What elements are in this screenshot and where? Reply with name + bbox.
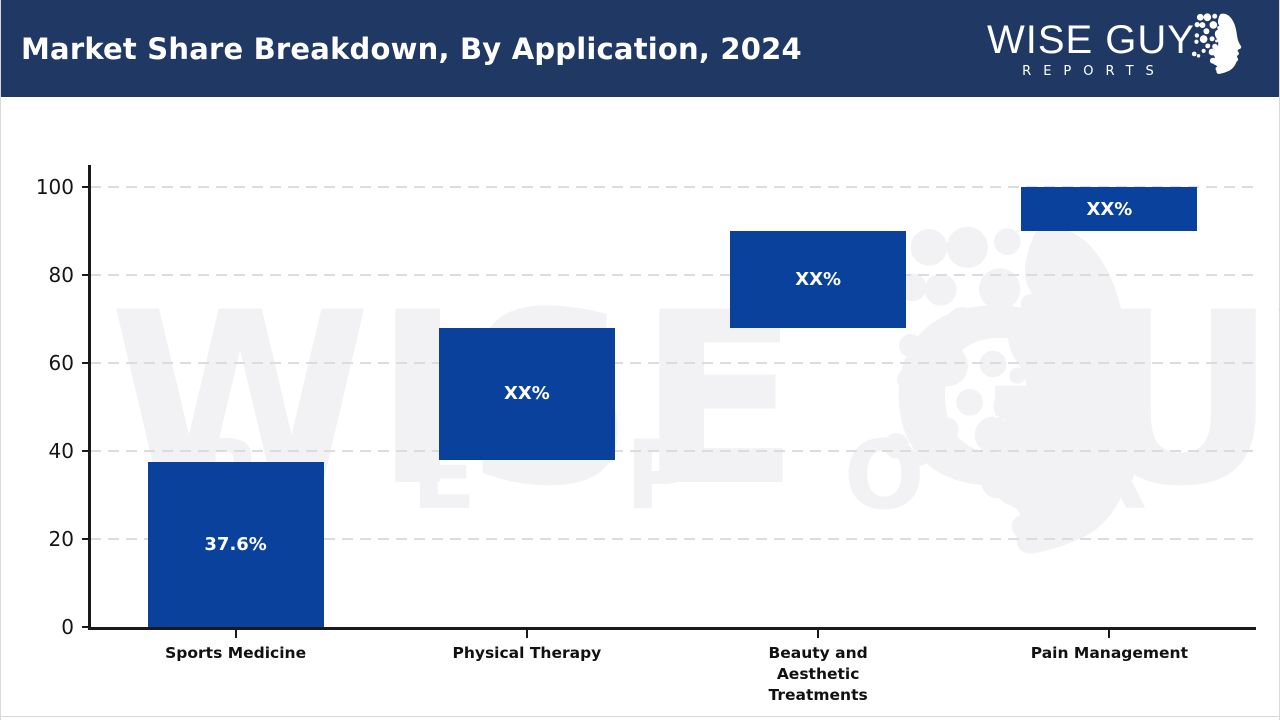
wiseguy-logo: WISE GUY REPORTS — [987, 9, 1265, 89]
x-tick-2 — [817, 630, 820, 638]
category-label: Sports Medicine — [165, 644, 307, 662]
logo-brand-text: WISE GUY — [986, 17, 1195, 62]
y-tick-0 — [82, 626, 90, 628]
y-axis-line — [88, 165, 91, 630]
y-tick-20 — [82, 538, 90, 540]
logo-sub-text: REPORTS — [1022, 63, 1166, 79]
page-bottom-border — [1, 716, 1279, 717]
plot-area: 0 20 40 60 80 100 37.6% Sports Medicine XX% Physi… — [1, 97, 1279, 716]
gridline-100 — [90, 186, 1255, 188]
y-tick-label-40: 40 — [48, 439, 74, 463]
gridline-80 — [90, 274, 1255, 276]
gridline-60 — [90, 362, 1255, 364]
bar-value-label: XX% — [1086, 198, 1133, 220]
bar-value-label: XX% — [503, 383, 550, 405]
x-tick-1 — [525, 630, 528, 638]
category-label: Physical Therapy — [452, 644, 602, 662]
page-title: Market Share Breakdown, By Application, … — [21, 31, 802, 66]
gridline-40 — [90, 450, 1255, 452]
y-tick-label-100: 100 — [35, 175, 74, 199]
bar-sports-medicine: 37.6% — [147, 461, 324, 627]
y-tick-100 — [82, 186, 90, 188]
bar-value-label: 37.6% — [204, 533, 267, 555]
x-tick-3 — [1108, 630, 1111, 638]
y-tick-80 — [82, 274, 90, 276]
logo-dotted-head-icon — [1191, 12, 1242, 74]
category-label: Beauty and Aesthetic Treatments — [768, 644, 868, 704]
bar-beauty-and-aesthetic-treatments: XX% — [730, 231, 907, 328]
bar-physical-therapy: XX% — [438, 327, 615, 460]
y-tick-label-0: 0 — [61, 615, 74, 639]
y-tick-40 — [82, 450, 90, 452]
x-tick-0 — [234, 630, 237, 638]
logo-text: WISE GUY REPORTS — [987, 20, 1195, 78]
y-tick-label-80: 80 — [48, 263, 74, 287]
y-tick-label-60: 60 — [48, 351, 74, 375]
bar-pain-management: XX% — [1021, 187, 1198, 231]
y-tick-60 — [82, 362, 90, 364]
header-banner: Market Share Breakdown, By Application, … — [1, 0, 1279, 97]
chart-canvas: WISE GUY R E P O R T S 02040608010037.6%… — [1, 97, 1279, 716]
y-tick-label-20: 20 — [48, 527, 74, 551]
category-label: Pain Management — [1030, 644, 1188, 662]
x-axis-line — [88, 627, 1256, 630]
bar-value-label: XX% — [795, 268, 842, 290]
gridline-20 — [90, 538, 1255, 540]
